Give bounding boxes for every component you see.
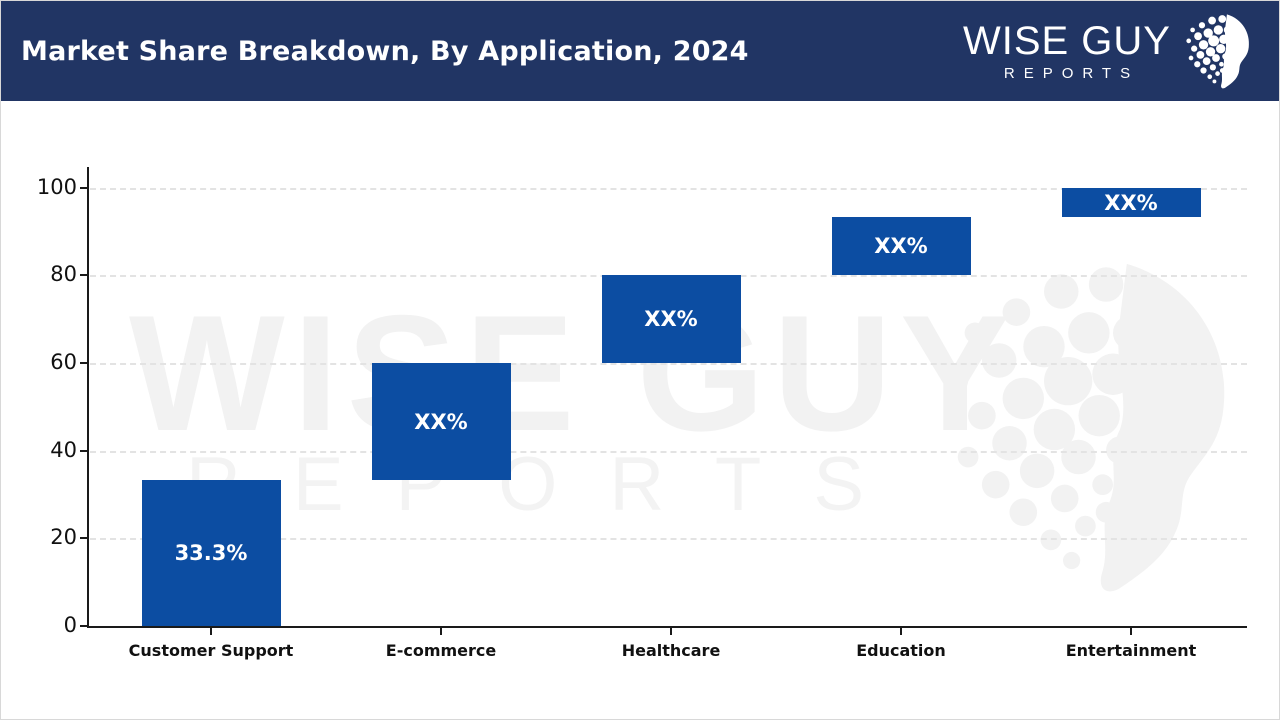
bar-education: XX% <box>831 217 971 276</box>
x-tick-customer-support <box>210 628 212 635</box>
y-tick-label-0: 0 <box>63 613 77 637</box>
bar-label-e-commerce: XX% <box>414 409 468 434</box>
bar-entertainment: XX% <box>1061 187 1201 218</box>
x-axis-line <box>87 626 1247 628</box>
header-bar: Market Share Breakdown, By Application, … <box>1 1 1279 101</box>
brand-head-dots-icon <box>1186 14 1249 89</box>
gridline-y-20 <box>90 538 1247 541</box>
y-tick-label-80: 80 <box>50 262 77 287</box>
watermark-text-line1: WISE GUY <box>129 281 1019 465</box>
x-tick-education <box>900 628 902 635</box>
y-tick-label-40: 40 <box>50 437 77 462</box>
brand-logo-text: WISE GUY REPORTS <box>963 21 1171 81</box>
watermark-text-line2: REPORTS <box>186 442 917 527</box>
y-tick-20 <box>80 537 88 540</box>
bar-customer-support: 33.3% <box>141 480 281 626</box>
y-tick-100 <box>80 186 88 189</box>
y-tick-label-20: 20 <box>50 525 77 550</box>
y-tick-label-60: 60 <box>50 350 77 375</box>
brand-name: WISE GUY <box>962 19 1171 63</box>
y-tick-40 <box>80 449 88 452</box>
x-tick-label-education: Education <box>856 641 946 660</box>
y-axis-line <box>87 167 89 628</box>
brand-logo: WISE GUY REPORTS <box>963 8 1255 94</box>
bar-label-healthcare: XX% <box>644 307 698 332</box>
y-tick-60 <box>80 362 88 365</box>
brand-subname: REPORTS <box>1003 65 1140 82</box>
x-tick-entertainment <box>1130 628 1132 635</box>
bar-label-customer-support: 33.3% <box>174 541 248 566</box>
x-tick-label-customer-support: Customer Support <box>128 641 294 660</box>
gridline-y-40 <box>90 450 1247 453</box>
bar-e-commerce: XX% <box>371 363 511 481</box>
page-title: Market Share Breakdown, By Application, … <box>21 35 749 67</box>
x-tick-label-healthcare: Healthcare <box>621 641 721 660</box>
x-tick-e-commerce <box>440 628 442 635</box>
gridline-y-60 <box>90 363 1247 366</box>
x-tick-healthcare <box>670 628 672 635</box>
gridline-y-100 <box>90 187 1247 190</box>
y-tick-label-100: 100 <box>36 174 77 199</box>
bar-healthcare: XX% <box>601 275 741 364</box>
y-tick-80 <box>80 274 88 277</box>
x-tick-label-e-commerce: E-commerce <box>385 641 497 660</box>
watermark-head-dots-icon <box>947 263 1225 592</box>
y-tick-0 <box>80 625 88 627</box>
x-tick-label-entertainment: Entertainment <box>1065 641 1197 660</box>
bar-label-education: XX% <box>874 234 928 259</box>
bar-label-entertainment: XX% <box>1104 190 1158 215</box>
